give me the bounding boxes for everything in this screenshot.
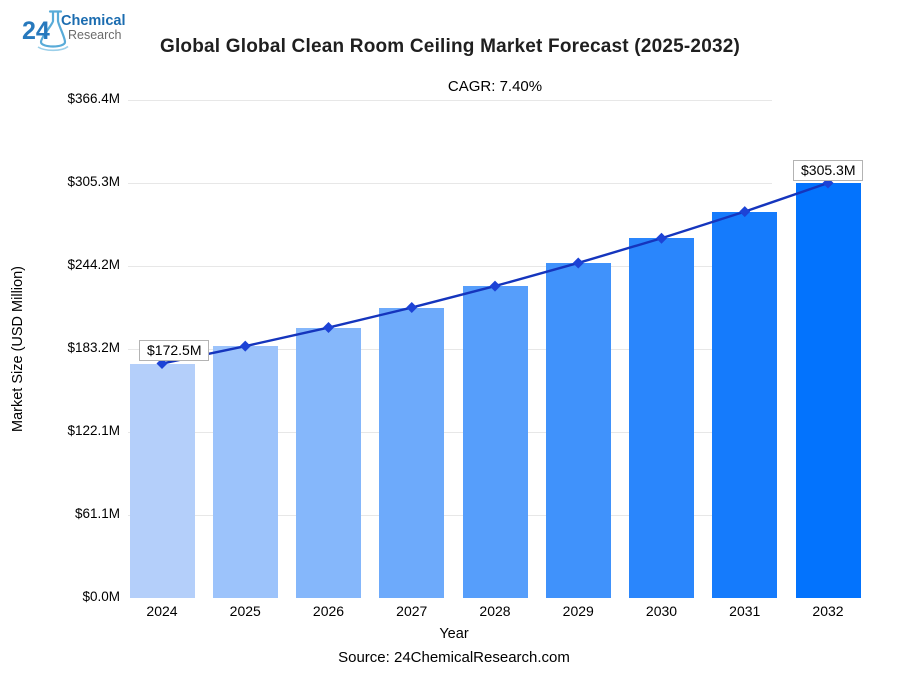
bar-2027 xyxy=(379,307,445,598)
bar-2028 xyxy=(462,286,528,598)
x-tick-label-2030: 2030 xyxy=(645,603,678,619)
bar-2025 xyxy=(212,346,278,598)
logo: 24 Chemical Research xyxy=(22,10,125,52)
y-tick-label: $305.3M xyxy=(67,174,120,189)
bar-2026 xyxy=(296,327,361,598)
bar-2031 xyxy=(712,211,778,598)
flask-icon xyxy=(37,10,69,52)
y-tick-label: $0.0M xyxy=(82,589,120,604)
x-tick-label-2031: 2031 xyxy=(729,603,761,619)
x-axis-label: Year xyxy=(439,626,469,642)
bar-2029 xyxy=(545,262,611,598)
y-tick-label: $366.4M xyxy=(67,91,120,106)
x-tick-label-2028: 2028 xyxy=(479,603,511,619)
x-tick-label-2026: 2026 xyxy=(312,603,345,619)
bar-2030 xyxy=(629,238,694,598)
gridline xyxy=(128,100,772,101)
y-tick-label: $122.1M xyxy=(67,423,120,438)
chart-subtitle: CAGR: 7.40% xyxy=(447,78,543,95)
data-label-2024: $172.5M xyxy=(139,340,210,361)
bar-2024 xyxy=(129,363,195,598)
data-label-2032: $305.3M xyxy=(793,160,864,181)
source-credit: Source: 24ChemicalResearch.com xyxy=(338,649,570,666)
x-tick-label-2029: 2029 xyxy=(562,603,594,619)
x-tick-label-2024: 2024 xyxy=(146,603,178,619)
y-tick-label: $244.2M xyxy=(67,257,120,272)
gridline xyxy=(128,432,772,433)
logo-number: 24 xyxy=(22,17,50,45)
x-tick-label-2027: 2027 xyxy=(396,603,428,619)
gridline xyxy=(128,183,772,184)
y-tick-label: $61.1M xyxy=(74,506,120,521)
gridline xyxy=(128,515,772,516)
bar-2032 xyxy=(795,183,861,598)
chart-title: Global Global Clean Room Ceiling Market … xyxy=(159,36,741,57)
x-tick-label-2025: 2025 xyxy=(229,603,261,619)
logo-name-bottom: Research xyxy=(68,28,122,42)
y-tick-label: $183.2M xyxy=(67,340,120,355)
logo-name-top: Chemical xyxy=(61,13,125,29)
x-tick-label-2032: 2032 xyxy=(812,603,844,619)
